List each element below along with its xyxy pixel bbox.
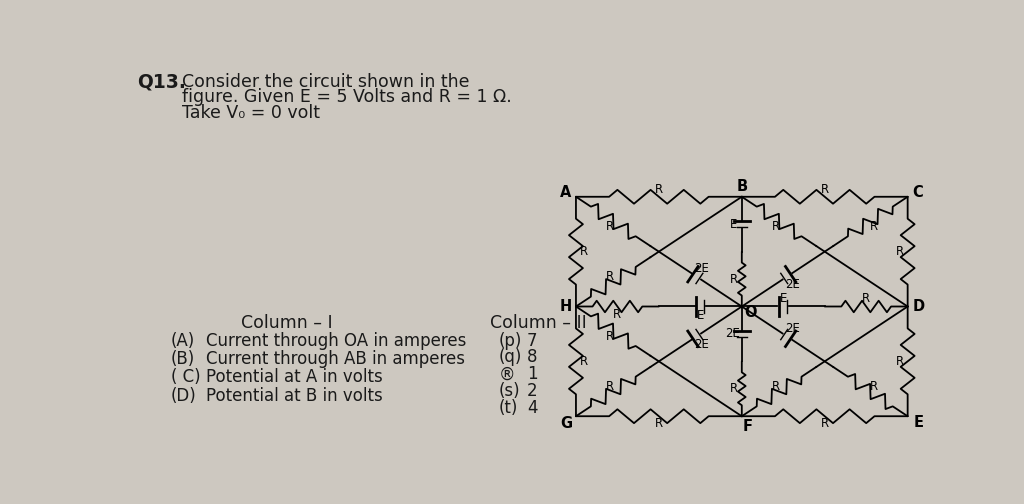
Text: F: F: [743, 419, 753, 434]
Text: (s): (s): [499, 383, 520, 400]
Text: E: E: [913, 415, 924, 430]
Text: O: O: [744, 305, 757, 320]
Text: R: R: [772, 220, 779, 233]
Text: R: R: [606, 220, 614, 233]
Text: (D): (D): [171, 387, 197, 405]
Text: E: E: [696, 309, 705, 322]
Text: 2: 2: [527, 383, 538, 400]
Text: 2E: 2E: [785, 323, 800, 336]
Text: (t): (t): [499, 399, 518, 417]
Text: (A): (A): [171, 332, 195, 349]
Text: figure. Given E = 5 Volts and R = 1 Ω.: figure. Given E = 5 Volts and R = 1 Ω.: [182, 88, 512, 106]
Text: R: R: [730, 383, 738, 395]
Text: 8: 8: [527, 348, 538, 366]
Text: R: R: [654, 182, 663, 196]
Text: (q): (q): [499, 348, 522, 366]
Text: R: R: [896, 355, 904, 368]
Text: E: E: [730, 218, 737, 231]
Text: R: R: [820, 182, 828, 196]
Text: C: C: [912, 184, 923, 200]
Text: 2E: 2E: [694, 338, 709, 351]
Text: 4: 4: [527, 399, 538, 417]
Text: 1: 1: [527, 365, 538, 384]
Text: 7: 7: [527, 332, 538, 349]
Text: R: R: [606, 380, 614, 393]
Text: R: R: [580, 355, 588, 368]
Text: Q13.: Q13.: [137, 73, 186, 92]
Text: Current through AB in amperes: Current through AB in amperes: [206, 350, 465, 368]
Text: (B): (B): [171, 350, 195, 368]
Text: H: H: [560, 299, 572, 314]
Text: R: R: [606, 330, 614, 343]
Text: Potential at B in volts: Potential at B in volts: [206, 387, 382, 405]
Text: ®: ®: [499, 365, 515, 384]
Text: R: R: [606, 270, 614, 283]
Text: 2E: 2E: [694, 262, 709, 275]
Text: R: R: [613, 308, 622, 321]
Text: Current through OA in amperes: Current through OA in amperes: [206, 332, 466, 349]
Text: D: D: [912, 299, 925, 314]
Text: Column – I: Column – I: [241, 314, 333, 332]
Text: R: R: [820, 417, 828, 430]
Text: ( C): ( C): [171, 368, 201, 387]
Text: R: R: [580, 245, 588, 258]
Text: Column – II: Column – II: [490, 314, 587, 332]
Text: R: R: [869, 220, 878, 233]
Text: R: R: [862, 292, 870, 305]
Text: (p): (p): [499, 332, 522, 349]
Text: 2E: 2E: [725, 328, 740, 340]
Text: R: R: [896, 245, 904, 258]
Text: Potential at A in volts: Potential at A in volts: [206, 368, 382, 387]
Text: B: B: [736, 179, 748, 194]
Text: A: A: [560, 184, 571, 200]
Text: R: R: [654, 417, 663, 430]
Text: R: R: [772, 380, 779, 393]
Text: R: R: [730, 273, 738, 286]
Text: Take V₀ = 0 volt: Take V₀ = 0 volt: [182, 104, 321, 121]
Text: 2E: 2E: [785, 278, 800, 290]
Text: G: G: [560, 416, 572, 430]
Text: E: E: [779, 292, 787, 305]
Text: Consider the circuit shown in the: Consider the circuit shown in the: [182, 73, 470, 91]
Text: R: R: [869, 380, 878, 393]
